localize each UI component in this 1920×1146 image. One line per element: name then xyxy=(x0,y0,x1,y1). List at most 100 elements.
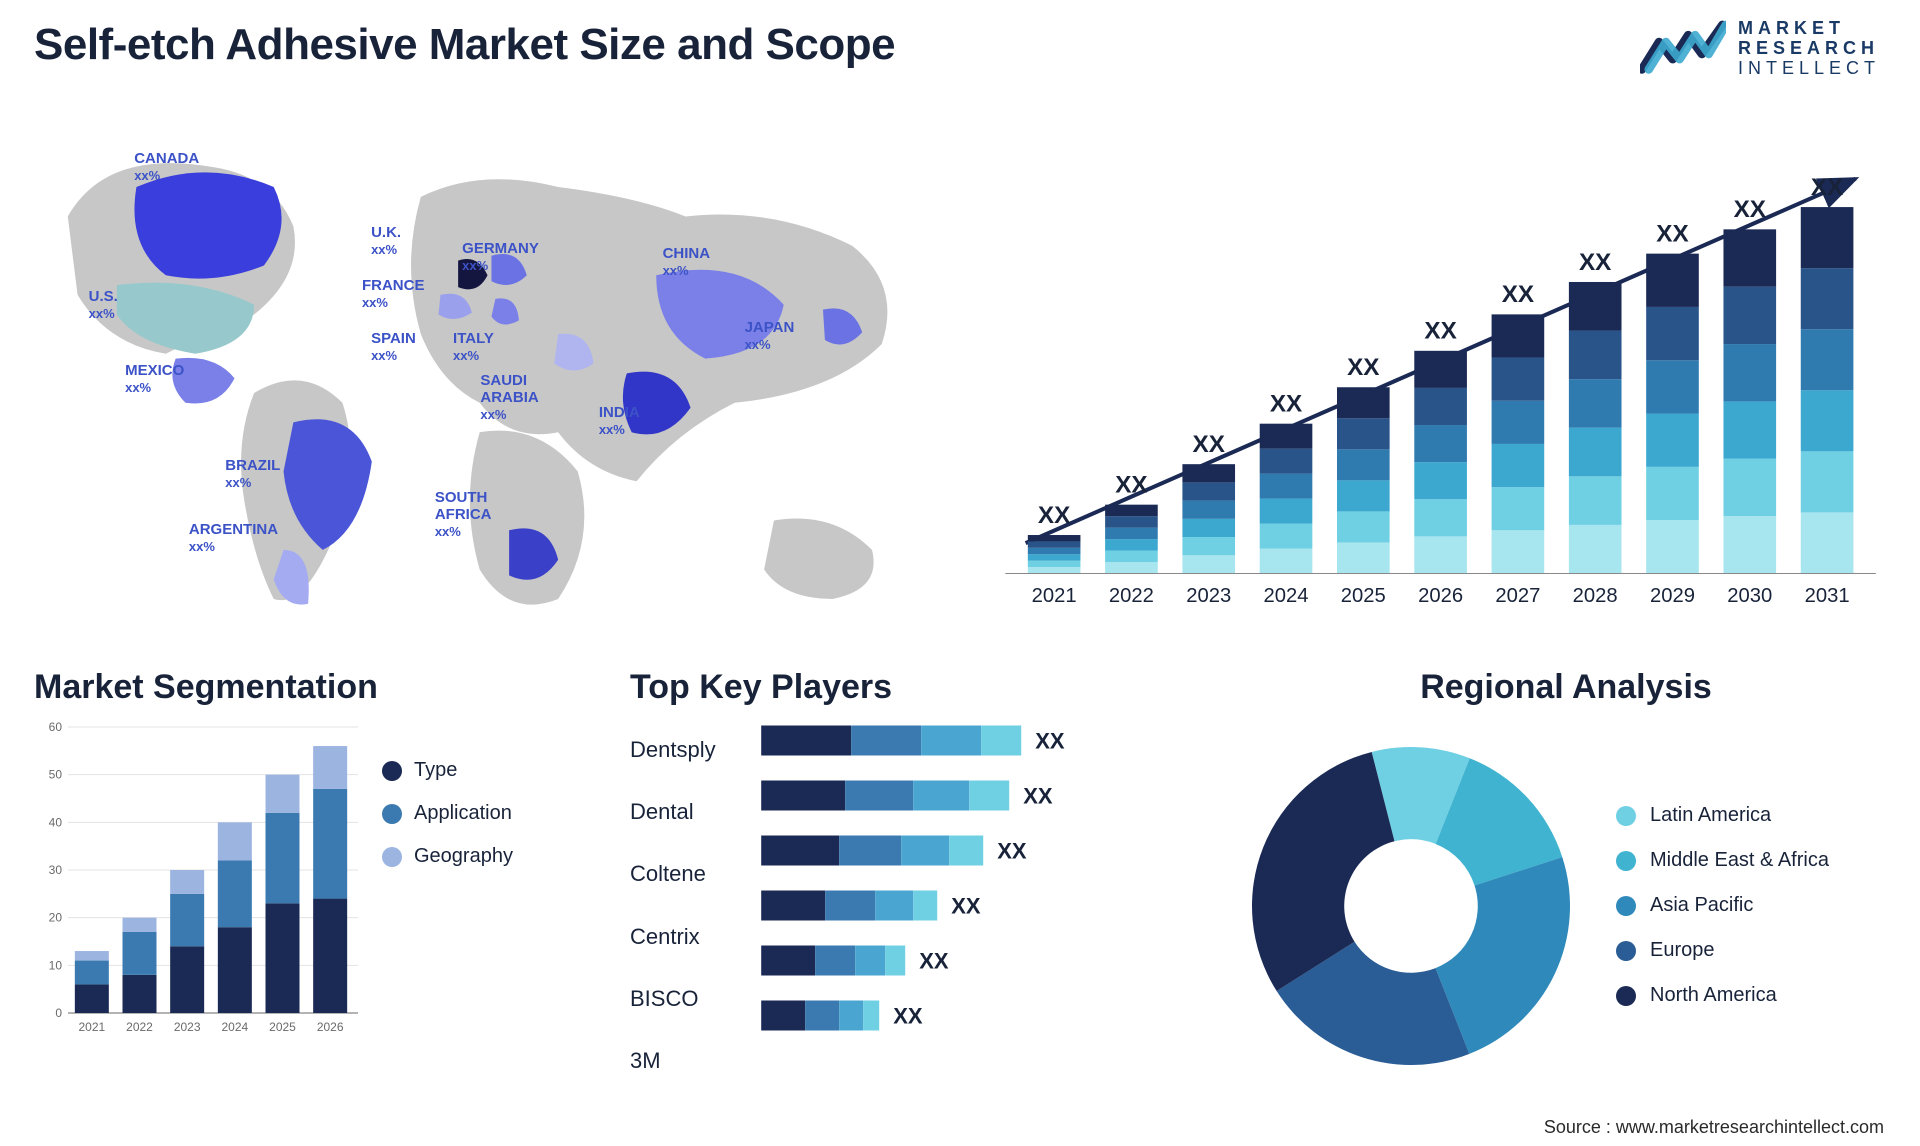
svg-text:XX: XX xyxy=(1811,174,1843,201)
map-country-label: FRANCExx% xyxy=(362,277,425,311)
key-players-names: Dentsply Dental Coltene Centrix BISCO 3M xyxy=(630,713,716,1098)
key-players-bar-chart: XXXXXXXXXXXX xyxy=(724,713,1210,1043)
legend-swatch-icon xyxy=(1616,986,1636,1006)
legend-swatch-icon xyxy=(382,804,402,824)
growth-bar-chart: XX 2021 XX 2022 XX 2023 XX 2024 XX 2025 XX 2026 XX 20… xyxy=(975,118,1886,644)
legend-item: Application xyxy=(382,802,513,825)
map-country-label: ITALYxx% xyxy=(453,330,494,364)
svg-text:2026: 2026 xyxy=(1418,585,1463,607)
svg-text:2023: 2023 xyxy=(174,1020,201,1034)
svg-text:2022: 2022 xyxy=(126,1020,153,1034)
page-title: Self-etch Adhesive Market Size and Scope xyxy=(34,20,895,70)
legend-item: Middle East & Africa xyxy=(1616,849,1829,872)
svg-text:2024: 2024 xyxy=(221,1020,248,1034)
svg-text:50: 50 xyxy=(49,768,63,782)
map-country-label: GERMANYxx% xyxy=(462,240,539,274)
legend-swatch-icon xyxy=(1616,806,1636,826)
legend-item: North America xyxy=(1616,984,1829,1007)
brand-logo: MARKET RESEARCH INTELLECT xyxy=(1640,18,1880,78)
legend-swatch-icon xyxy=(382,847,402,867)
segmentation-panel: Market Segmentation 01020304050602021202… xyxy=(34,668,594,1098)
logo-line1: MARKET xyxy=(1738,18,1880,38)
svg-text:XX: XX xyxy=(1502,281,1534,308)
regional-panel: Regional Analysis Latin America Middle Ea… xyxy=(1246,668,1886,1098)
header: Self-etch Adhesive Market Size and Scope… xyxy=(34,18,1886,108)
segmentation-legend: Type Application Geography xyxy=(382,713,513,1098)
svg-text:XX: XX xyxy=(1115,472,1147,499)
svg-text:XX: XX xyxy=(1579,249,1611,276)
logo-line2: RESEARCH xyxy=(1738,38,1880,58)
svg-text:40: 40 xyxy=(49,815,63,829)
legend-label: Application xyxy=(414,802,512,825)
svg-text:0: 0 xyxy=(55,1006,62,1020)
legend-item: Europe xyxy=(1616,939,1829,962)
page: Self-etch Adhesive Market Size and Scope… xyxy=(0,0,1920,1146)
map-country-label: SOUTHAFRICAxx% xyxy=(435,489,492,540)
player-name: 3M xyxy=(630,1048,716,1074)
legend-label: Asia Pacific xyxy=(1650,894,1753,917)
svg-text:XX: XX xyxy=(1424,318,1456,345)
legend-item: Latin America xyxy=(1616,804,1829,827)
map-country-label: U.S.xx% xyxy=(89,288,118,322)
svg-text:2021: 2021 xyxy=(78,1020,105,1034)
svg-text:XX: XX xyxy=(1023,784,1053,809)
svg-text:XX: XX xyxy=(1347,354,1379,381)
legend-label: Middle East & Africa xyxy=(1650,849,1829,872)
svg-text:XX: XX xyxy=(1035,729,1065,754)
world-map-panel: CANADAxx% U.S.xx% MEXICOxx% BRAZILxx% ARGENT… xyxy=(34,118,945,648)
legend-swatch-icon xyxy=(382,761,402,781)
map-country-label: U.K.xx% xyxy=(371,224,401,258)
map-country-label: SPAINxx% xyxy=(371,330,416,364)
player-name: Dental xyxy=(630,799,716,825)
legend-label: Europe xyxy=(1650,939,1715,962)
player-name: Dentsply xyxy=(630,737,716,763)
svg-text:XX: XX xyxy=(893,1004,923,1029)
map-country-label: SAUDIARABIAxx% xyxy=(480,372,538,423)
logo-line3: INTELLECT xyxy=(1738,58,1880,78)
legend-label: Latin America xyxy=(1650,804,1771,827)
svg-text:XX: XX xyxy=(951,894,981,919)
svg-text:2028: 2028 xyxy=(1573,585,1618,607)
legend-item: Geography xyxy=(382,845,513,868)
svg-text:2025: 2025 xyxy=(1341,585,1386,607)
svg-text:XX: XX xyxy=(1038,502,1070,529)
legend-label: Geography xyxy=(414,845,513,868)
map-country-label: JAPANxx% xyxy=(745,319,795,353)
svg-text:2024: 2024 xyxy=(1264,585,1309,607)
regional-donut-chart xyxy=(1246,741,1576,1071)
svg-text:60: 60 xyxy=(49,720,63,734)
legend-label: Type xyxy=(414,759,457,782)
svg-text:XX: XX xyxy=(1270,391,1302,418)
top-row: CANADAxx% U.S.xx% MEXICOxx% BRAZILxx% ARGENT… xyxy=(34,118,1886,648)
legend-item: Asia Pacific xyxy=(1616,894,1829,917)
svg-text:XX: XX xyxy=(919,949,949,974)
svg-text:2023: 2023 xyxy=(1186,585,1231,607)
player-name: Centrix xyxy=(630,924,716,950)
player-name: BISCO xyxy=(630,986,716,1012)
svg-text:2025: 2025 xyxy=(269,1020,296,1034)
map-country-label: INDIAxx% xyxy=(599,404,640,438)
key-players-title: Top Key Players xyxy=(630,668,1210,707)
segmentation-title: Market Segmentation xyxy=(34,668,594,707)
player-name: Coltene xyxy=(630,861,716,887)
map-country-label: BRAZILxx% xyxy=(225,457,280,491)
source-text: Source : www.marketresearchintellect.com xyxy=(1544,1117,1884,1138)
segmentation-bar-chart: 0102030405060202120222023202420252026 xyxy=(34,713,364,1043)
map-country-label: MEXICOxx% xyxy=(125,362,184,396)
map-country-label: ARGENTINAxx% xyxy=(189,521,278,555)
growth-chart-panel: XX 2021 XX 2022 XX 2023 XX 2024 XX 2025 XX 2026 XX 20… xyxy=(975,118,1886,648)
regional-legend: Latin America Middle East & Africa Asia Pa… xyxy=(1596,804,1829,1007)
svg-text:2022: 2022 xyxy=(1109,585,1154,607)
regional-title: Regional Analysis xyxy=(1246,668,1886,707)
logo-text: MARKET RESEARCH INTELLECT xyxy=(1738,18,1880,78)
svg-text:2029: 2029 xyxy=(1650,585,1695,607)
bottom-row: Market Segmentation 01020304050602021202… xyxy=(34,668,1886,1098)
svg-text:30: 30 xyxy=(49,863,63,877)
svg-text:2031: 2031 xyxy=(1805,585,1850,607)
legend-swatch-icon xyxy=(1616,851,1636,871)
svg-text:XX: XX xyxy=(1193,431,1225,458)
key-players-panel: Top Key Players Dentsply Dental Coltene Cen… xyxy=(630,668,1210,1098)
svg-text:2021: 2021 xyxy=(1032,585,1077,607)
map-country-label: CANADAxx% xyxy=(134,150,199,184)
svg-text:20: 20 xyxy=(49,911,63,925)
